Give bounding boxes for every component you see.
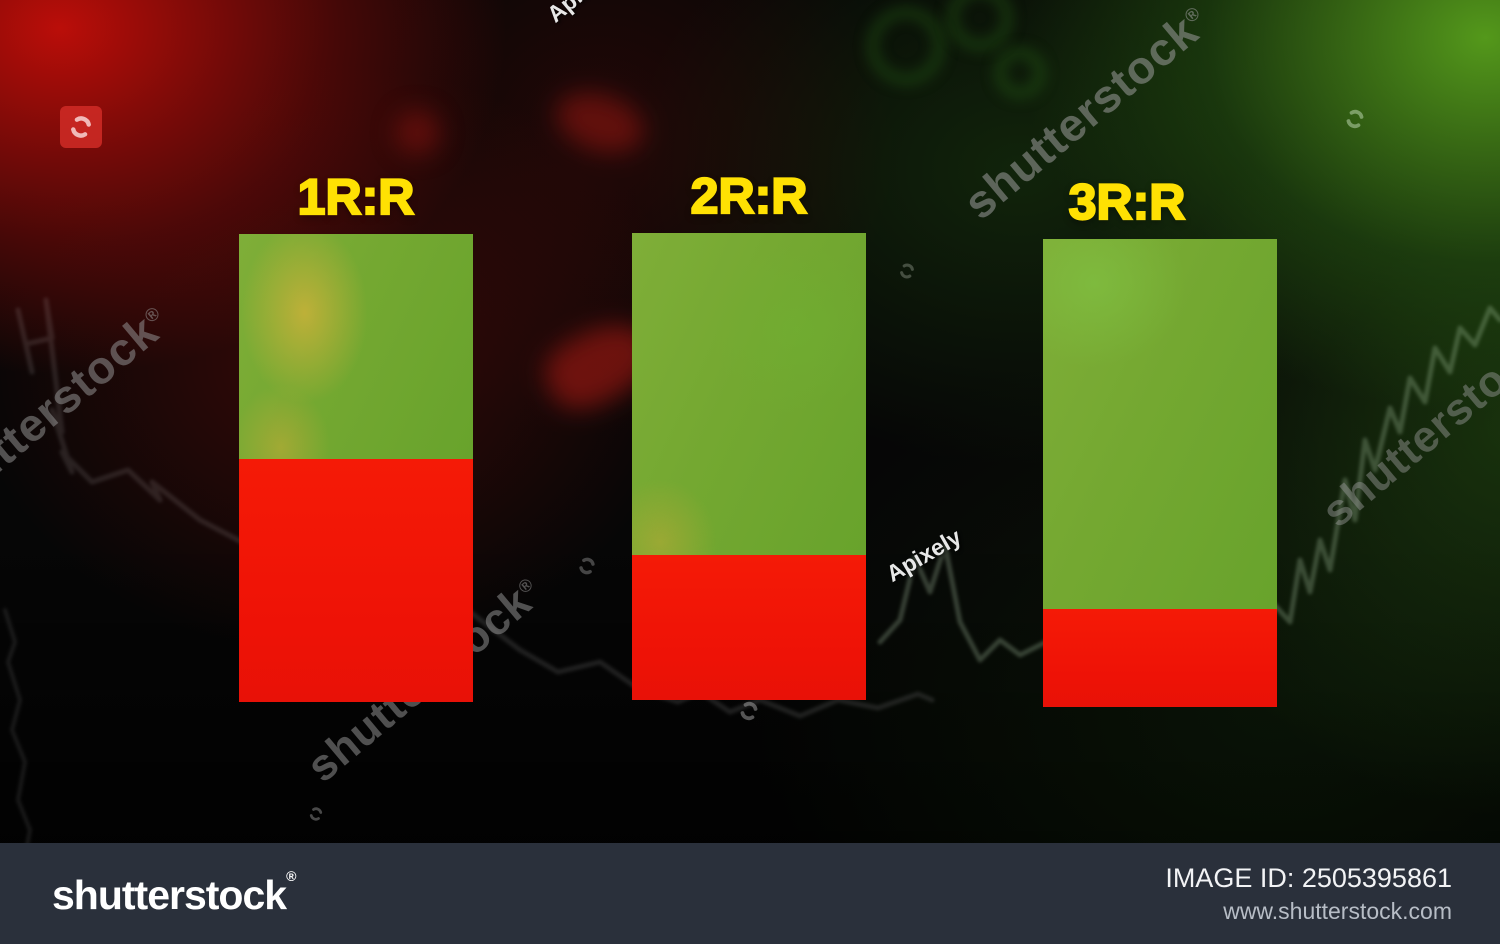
rr-bar-2 xyxy=(632,233,866,700)
rr-label-1: 1R:R xyxy=(297,168,416,226)
risk-segment xyxy=(632,555,866,700)
rr-label-3: 3R:R xyxy=(1068,173,1187,231)
reward-segment xyxy=(632,233,866,556)
shutterstock-mark-icon xyxy=(60,106,102,148)
rr-bar-group-1: 1R:R xyxy=(239,168,473,702)
shutterstock-logo: shutterstock® xyxy=(52,868,296,918)
green-blur-ring xyxy=(948,0,1012,50)
green-blur-ring xyxy=(868,8,944,84)
website-text: www.shutterstock.com xyxy=(1223,898,1452,925)
reward-segment xyxy=(1043,239,1277,609)
shutterstock-mark-icon xyxy=(306,804,326,824)
shutterstock-mark-icon xyxy=(1342,106,1368,132)
rr-label-2: 2R:R xyxy=(690,167,809,225)
green-blur-ring xyxy=(995,48,1045,98)
shutterstock-mark-icon xyxy=(896,260,918,282)
shutterstock-mark-icon xyxy=(736,698,762,724)
rr-bar-group-3: 3R:R xyxy=(1043,173,1277,707)
rr-bar-1 xyxy=(239,234,473,702)
shutterstock-footer-bar: shutterstock® IMAGE ID: 2505395861 www.s… xyxy=(0,843,1500,944)
red-blur-blob xyxy=(395,110,440,155)
reward-segment xyxy=(239,234,473,459)
shutterstock-mark-icon xyxy=(575,554,599,578)
image-id-text: IMAGE ID: 2505395861 xyxy=(1165,862,1452,893)
risk-segment xyxy=(239,458,473,702)
rr-bar-3 xyxy=(1043,239,1277,707)
registered-mark: ® xyxy=(286,868,296,884)
image-credits: IMAGE ID: 2505395861 www.shutterstock.co… xyxy=(1165,860,1452,927)
risk-segment xyxy=(1043,608,1277,707)
rr-bar-group-2: 2R:R xyxy=(632,167,866,700)
